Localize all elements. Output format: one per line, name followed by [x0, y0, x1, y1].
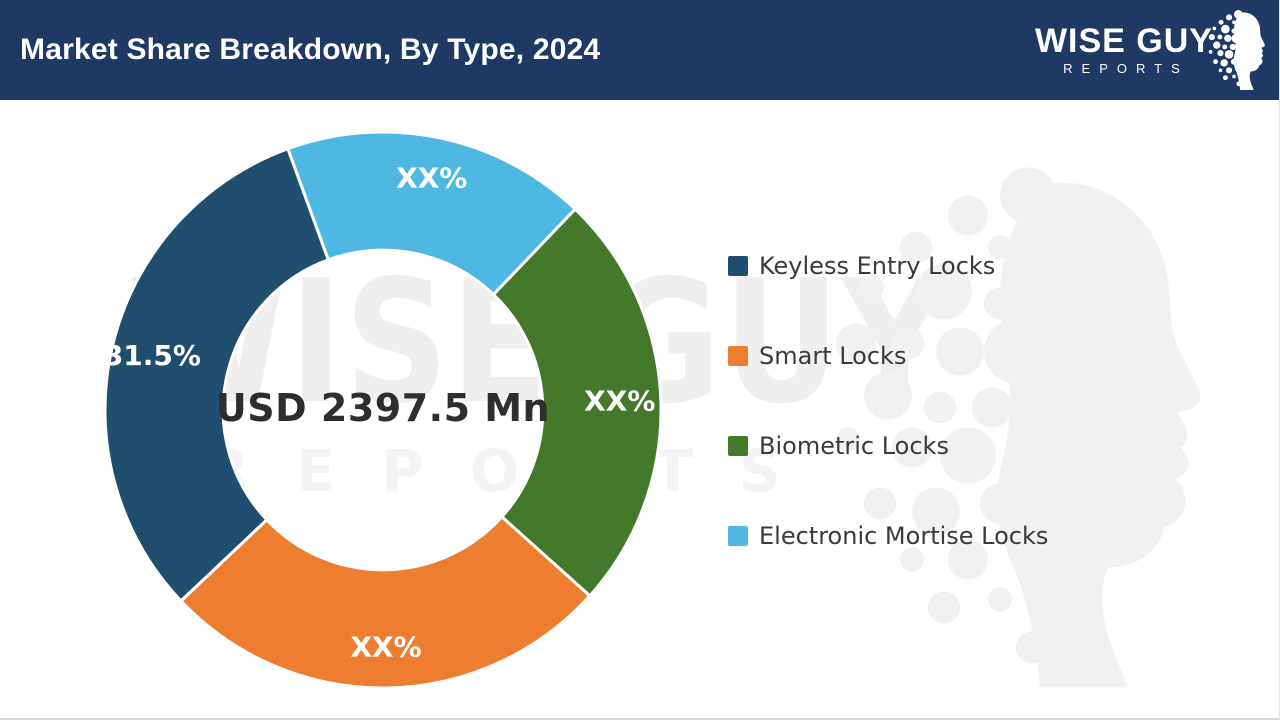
legend-swatch [728, 256, 748, 276]
legend-swatch [728, 526, 748, 546]
wiseguy-logo: WISE GUY REPORTS [1035, 10, 1265, 90]
legend-item: Biometric Locks [728, 433, 1048, 459]
logo-wordmark: WISE GUY [1034, 22, 1213, 60]
donut-slice [491, 207, 663, 598]
legend-item: Electronic Mortise Locks [728, 523, 1048, 549]
logo-subtitle: REPORTS [1063, 61, 1189, 76]
legend-label: Keyless Entry Locks [759, 252, 996, 280]
legend-item: Smart Locks [728, 343, 1048, 369]
donut-slice [179, 515, 592, 690]
donut-slice [103, 147, 330, 603]
donut-chart: 31.5% XX% XX% XX% [103, 130, 663, 690]
legend-label: Biometric Locks [759, 432, 949, 460]
legend-swatch [728, 436, 748, 456]
legend-swatch [728, 346, 748, 366]
slice-label: XX% [350, 631, 421, 664]
slice-label: 31.5% [104, 339, 201, 372]
chart-area: WISE GUY REPORTS 31.5% XX% XX% XX% USD 2397… [0, 100, 1279, 718]
logo-text: WISE GUY REPORTS [1035, 24, 1213, 76]
slice-label: XX% [584, 385, 655, 418]
page-title: Market Share Breakdown, By Type, 2024 [20, 33, 601, 66]
legend-label: Smart Locks [759, 342, 907, 370]
chart-center-value: USD 2397.5 Mn [215, 386, 551, 430]
header-bar: Market Share Breakdown, By Type, 2024 WI… [0, 0, 1279, 100]
wiseguy-face-icon [1203, 10, 1265, 90]
slice-label: XX% [396, 162, 467, 195]
donut-slice [286, 130, 577, 296]
legend-item: Keyless Entry Locks [728, 253, 1048, 279]
legend-label: Electronic Mortise Locks [759, 522, 1049, 550]
chart-legend: Keyless Entry Locks Smart Locks Biometri… [728, 253, 1048, 549]
